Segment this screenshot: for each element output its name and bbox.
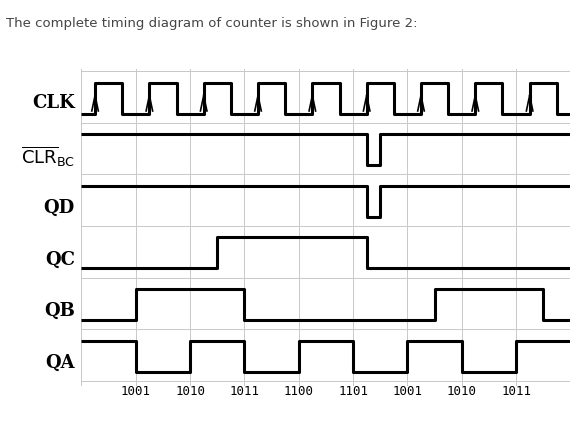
Text: QD: QD [44, 199, 75, 217]
Text: 1010: 1010 [175, 385, 205, 398]
Text: QB: QB [44, 302, 75, 320]
Text: CLK: CLK [32, 94, 75, 112]
Text: QC: QC [45, 251, 75, 269]
Text: $\overline{\rm CLR}_{\rm BC}$: $\overline{\rm CLR}_{\rm BC}$ [21, 144, 75, 169]
Text: The complete timing diagram of counter is shown in Figure 2:: The complete timing diagram of counter i… [6, 17, 417, 30]
Text: 1101: 1101 [338, 385, 368, 398]
Text: 1001: 1001 [392, 385, 423, 398]
Text: 1010: 1010 [447, 385, 477, 398]
Text: 1001: 1001 [121, 385, 151, 398]
Text: 1011: 1011 [229, 385, 260, 398]
Text: 1100: 1100 [284, 385, 314, 398]
Text: 1011: 1011 [501, 385, 531, 398]
Text: QA: QA [45, 354, 75, 372]
